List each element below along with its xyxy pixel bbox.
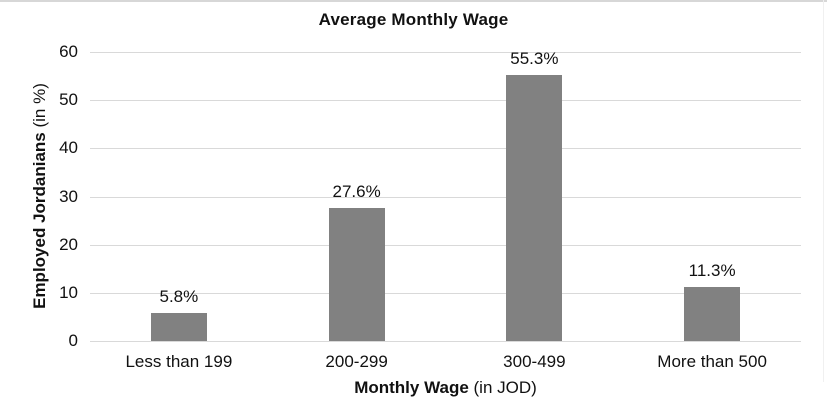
gridline-y-10 [90, 293, 801, 294]
bar-value-label-1: 27.6% [332, 182, 381, 202]
bar-more-than-500 [684, 286, 741, 341]
chart-title: Average Monthly Wage [318, 10, 509, 29]
y-tick-label-0: 0 [68, 331, 78, 350]
x-axis-title-unit: (in JOD) [468, 378, 537, 397]
gridline-y-20 [90, 245, 801, 246]
bar-value-label-2: 55.3% [510, 48, 559, 68]
gridline-y-40 [90, 148, 801, 149]
top-border [0, 0, 827, 2]
gridline-y-50 [90, 100, 801, 101]
y-tick-label-10: 10 [59, 283, 78, 302]
bar-200-299 [328, 208, 385, 341]
x-axis-title-main: Monthly Wage [354, 378, 469, 397]
y-tick-label-20: 20 [59, 235, 78, 254]
x-tick-label-1: 200-299 [325, 352, 388, 371]
gridline-y-0 [90, 341, 801, 342]
gridline-y-60 [90, 52, 801, 53]
y-tick-label-60: 60 [59, 42, 78, 61]
x-tick-label-0: Less than 199 [125, 352, 233, 371]
gridline-y-30 [90, 197, 801, 198]
right-edge-line [823, 0, 824, 382]
x-axis-title: Monthly Wage (in JOD) [90, 378, 801, 398]
y-tick-label-40: 40 [59, 138, 78, 157]
bar-value-label-3: 11.3% [688, 260, 736, 280]
bar-value-label-0: 5.8% [159, 287, 199, 307]
plot-area [90, 52, 801, 342]
y-tick-label-50: 50 [59, 90, 78, 109]
y-tick-label-30: 30 [59, 187, 78, 206]
x-tick-label-3: More than 500 [657, 352, 767, 371]
x-tick-label-2: 300-499 [503, 352, 566, 371]
bar-less-than-199 [150, 313, 207, 341]
bar-300-499 [506, 74, 563, 341]
